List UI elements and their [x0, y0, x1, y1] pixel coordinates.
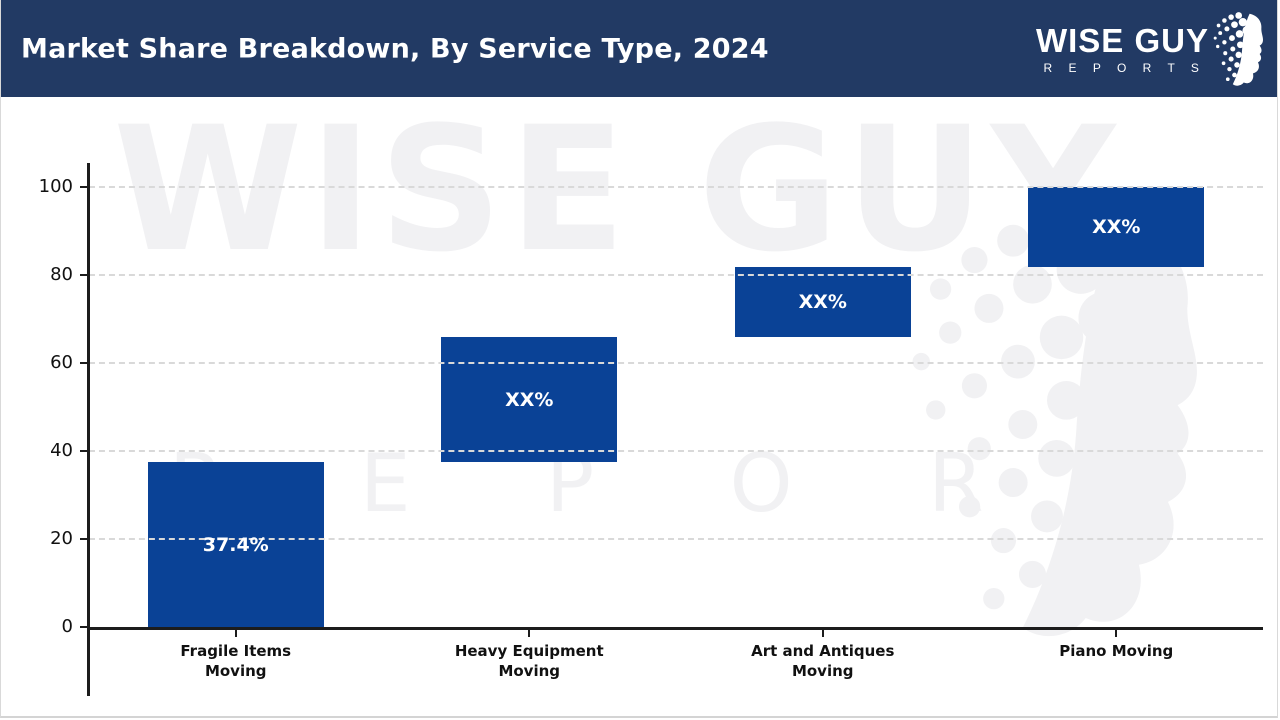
bar-value-label: XX% — [798, 291, 847, 314]
y-axis-line — [87, 163, 90, 696]
y-tick-label: 100 — [38, 176, 73, 197]
y-tick-mark — [80, 186, 88, 188]
wise-guy-reports-logo: WISE GUY R E P O R T S — [1036, 6, 1263, 92]
x-category-label: Fragile Items Moving — [180, 642, 292, 680]
y-tick-mark — [80, 274, 88, 276]
gridline-40 — [89, 450, 1263, 452]
logo-wordmark: WISE GUY — [1035, 22, 1209, 59]
dotted-face-icon — [1213, 12, 1263, 86]
x-axis-line — [87, 627, 1263, 630]
y-tick-label: 60 — [50, 352, 73, 373]
y-tick-mark — [80, 538, 88, 540]
x-category-label: Piano Moving — [1059, 642, 1174, 660]
bar-value-label: XX% — [1092, 216, 1141, 239]
logo-text: WISE GUY R E P O R T S — [1035, 22, 1209, 76]
x-tick-mark — [528, 629, 531, 637]
chart-area: WISE GUY R E P O R T S 02040608010037.4%… — [1, 89, 1277, 716]
bar-2 — [441, 337, 618, 463]
gridline-60 — [89, 362, 1263, 364]
page-title: Market Share Breakdown, By Service Type,… — [21, 33, 769, 64]
x-tick-mark — [821, 629, 824, 637]
y-tick-mark — [80, 626, 88, 628]
logo-subtitle: R E P O R T S — [1043, 61, 1206, 75]
gridline-80 — [89, 274, 1263, 276]
watermark-dotted-face — [912, 211, 1197, 637]
x-category-label: Heavy Equipment Moving — [454, 642, 604, 680]
y-tick-label: 80 — [50, 264, 73, 285]
bar-3 — [734, 267, 911, 338]
gridline-20 — [89, 538, 1263, 540]
bar-value-label: 37.4% — [202, 533, 269, 556]
bar-1 — [147, 462, 324, 627]
y-tick-mark — [80, 450, 88, 452]
y-tick-label: 40 — [50, 440, 73, 461]
y-tick-mark — [80, 362, 88, 364]
gridline-100 — [89, 186, 1263, 188]
bar-value-label: XX% — [505, 388, 554, 411]
x-category-label: Art and Antiques Moving — [751, 642, 895, 680]
header-bar: Market Share Breakdown, By Service Type,… — [1, 0, 1277, 97]
bar-4 — [1028, 187, 1205, 268]
y-tick-label: 20 — [50, 528, 73, 549]
y-tick-label: 0 — [61, 616, 73, 637]
x-tick-mark — [1115, 629, 1118, 637]
watermark-wordmark: WISE GUY — [113, 89, 1122, 290]
x-tick-mark — [234, 629, 237, 637]
